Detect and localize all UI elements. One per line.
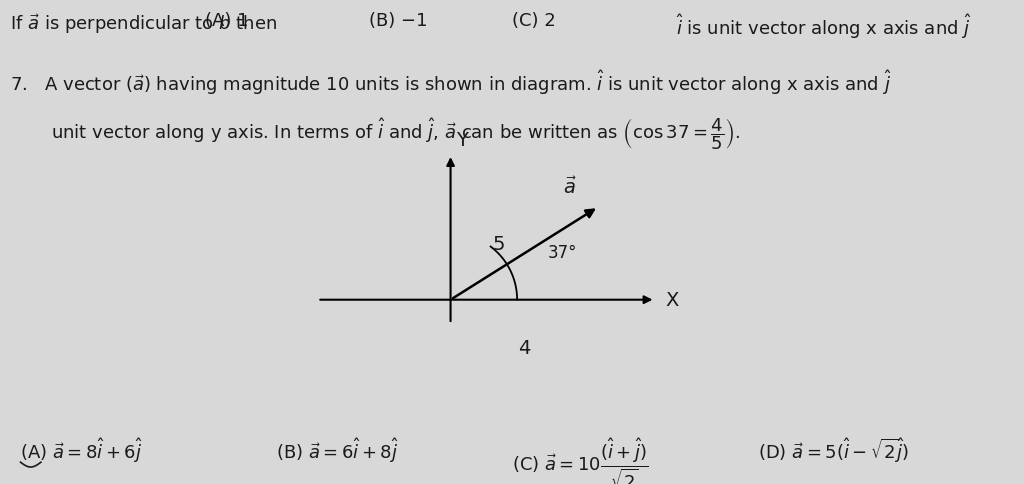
Text: (B) $\vec{a}=6\hat{i}+8\hat{j}$: (B) $\vec{a}=6\hat{i}+8\hat{j}$ — [276, 436, 399, 464]
Text: 4: 4 — [518, 339, 530, 358]
Text: unit vector along y axis. In terms of $\hat{i}$ and $\hat{j}$, $\vec{a}$ can be : unit vector along y axis. In terms of $\… — [51, 116, 740, 152]
Text: If $\vec{a}$ is perpendicular to $b$ then: If $\vec{a}$ is perpendicular to $b$ the… — [10, 12, 278, 36]
Text: X: X — [666, 290, 679, 310]
Text: (D) $\vec{a}=5(\hat{i}-\sqrt{2}\hat{j})$: (D) $\vec{a}=5(\hat{i}-\sqrt{2}\hat{j})$ — [758, 436, 909, 464]
Text: 7.   A vector ($\vec{a}$) having magnitude 10 units is shown in diagram. $\hat{i: 7. A vector ($\vec{a}$) having magnitude… — [10, 68, 892, 96]
Text: (A) $\vec{a}=8\hat{i}+6\hat{j}$: (A) $\vec{a}=8\hat{i}+6\hat{j}$ — [20, 436, 143, 464]
Text: (A) 1: (A) 1 — [205, 12, 248, 30]
Text: $\hat{i}$ is unit vector along x axis and $\hat{j}$: $\hat{i}$ is unit vector along x axis an… — [676, 12, 972, 41]
Text: (B) −1: (B) −1 — [369, 12, 427, 30]
Text: $\vec{a}$: $\vec{a}$ — [562, 177, 577, 197]
Text: 5: 5 — [493, 234, 505, 253]
Text: (C) 2: (C) 2 — [512, 12, 556, 30]
Text: (C) $\vec{a}=10\dfrac{(\hat{i}+\hat{j})}{\sqrt{2}}$: (C) $\vec{a}=10\dfrac{(\hat{i}+\hat{j})}… — [512, 436, 648, 484]
Text: 37°: 37° — [548, 243, 578, 262]
Text: Y: Y — [456, 131, 468, 150]
